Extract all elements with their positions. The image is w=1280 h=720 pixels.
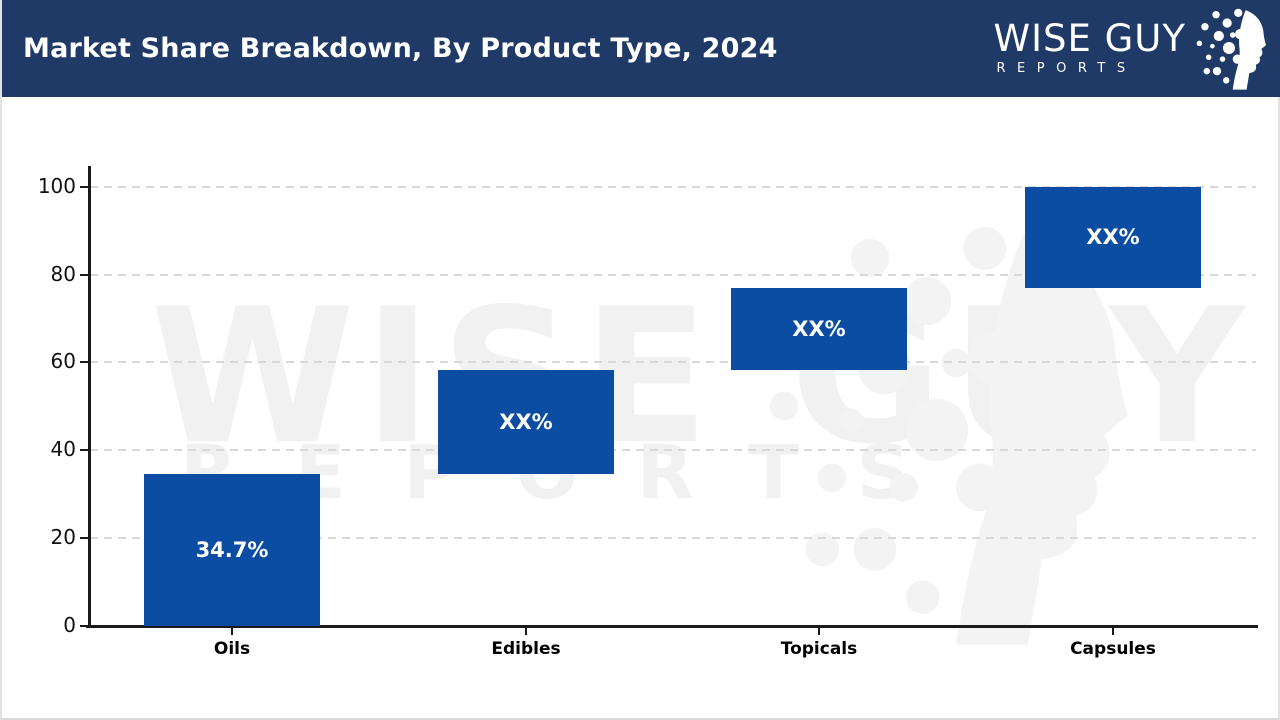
gridline: [90, 449, 1256, 452]
x-tick-mark: [818, 628, 820, 635]
bar-value-label: XX%: [1086, 225, 1140, 250]
y-tick-label: 20: [50, 525, 76, 550]
logo-dotted-head-icon: [1196, 8, 1266, 90]
bar-topicals: XX%: [731, 287, 907, 371]
y-tick-label: 100: [37, 173, 76, 198]
bar-oils: 34.7%: [144, 473, 320, 626]
y-tick-mark: [80, 361, 88, 364]
y-tick-mark: [80, 537, 88, 540]
x-tick-mark: [1112, 628, 1114, 635]
logo-text: WISE GUY REPORTS: [993, 17, 1186, 76]
header-bar: Market Share Breakdown, By Product Type,…: [2, 0, 1280, 97]
logo-reports-label: REPORTS: [996, 60, 1137, 76]
y-tick-label: 60: [50, 349, 76, 374]
bar-capsules: XX%: [1025, 186, 1201, 288]
category-label-oils: Oils: [213, 639, 251, 659]
gridline: [90, 537, 1256, 540]
bar-value-label: XX%: [499, 409, 553, 434]
y-tick-label: 40: [50, 437, 76, 462]
y-tick-mark: [80, 273, 88, 276]
bar-edibles: XX%: [438, 370, 614, 474]
logo-wiseguy-label: WISE GUY: [993, 17, 1186, 61]
x-tick-mark: [231, 628, 233, 635]
gridline: [90, 361, 1256, 364]
bar-value-label: 34.7%: [195, 537, 269, 562]
y-tick-label: 0: [63, 613, 76, 637]
wise-guy-reports-logo: WISE GUY REPORTS: [994, 6, 1266, 90]
page-title: Market Share Breakdown, By Product Type,…: [23, 33, 778, 64]
y-tick-mark: [80, 449, 88, 452]
y-axis-line: [88, 166, 91, 628]
bar-value-label: XX%: [792, 317, 846, 342]
category-label-capsules: Capsules: [1070, 639, 1156, 659]
y-tick-label: 80: [50, 261, 76, 286]
category-label-topicals: Topicals: [780, 639, 858, 659]
y-tick-mark: [80, 185, 88, 188]
category-label-edibles: Edibles: [491, 639, 561, 659]
x-tick-mark: [525, 628, 527, 635]
gridline: [90, 185, 1256, 188]
gridline: [90, 273, 1256, 276]
y-tick-mark: [80, 625, 88, 627]
x-axis-line: [86, 625, 1258, 628]
